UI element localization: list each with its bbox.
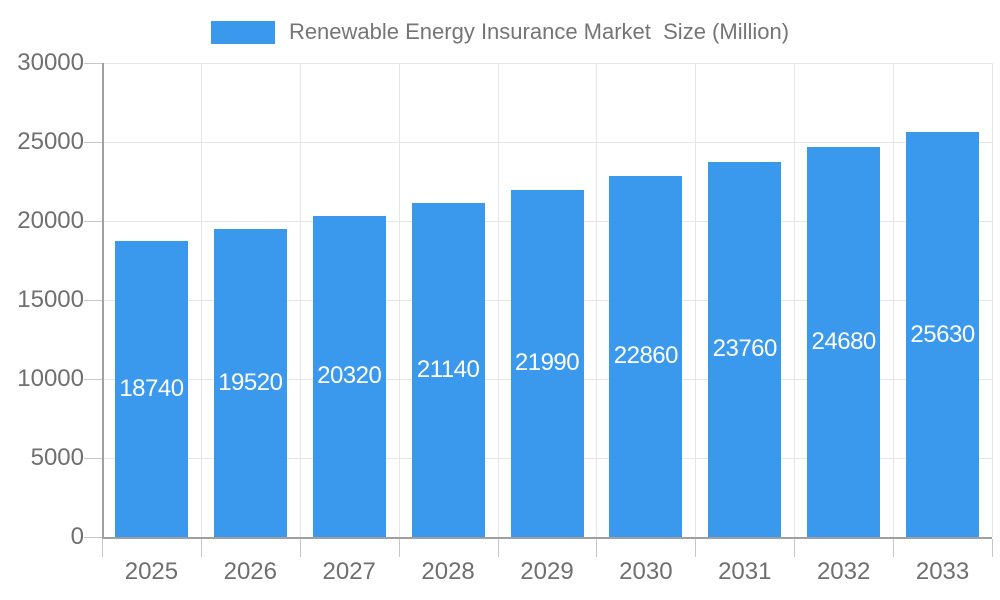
bar-2030[interactable]: 22860 [609,175,683,537]
x-tick-label: 2029 [520,558,574,585]
x-tick-label: 2027 [322,558,376,585]
x-tick-mark [992,539,993,557]
bar-2033[interactable]: 25630 [906,132,980,537]
y-tick-label: 0 [70,523,84,550]
x-tick-mark [102,539,103,557]
x-tick-label: 2028 [421,558,475,585]
bar-value-label: 24680 [811,328,877,356]
legend-label: Renewable Energy Insurance Market Size (… [288,19,790,44]
x-gridline [497,63,499,537]
bar-value-label: 18740 [119,374,184,402]
x-tick-label: 2026 [223,558,277,585]
y-axis-line [102,63,104,538]
chart-legend[interactable]: Renewable Energy Insurance Market Size (… [0,14,1000,50]
x-gridline [200,63,202,537]
y-tick-mark [84,379,102,380]
x-tick-label: 2031 [718,558,772,585]
x-tick-label: 2025 [124,558,179,585]
x-tick-mark [299,539,301,557]
y-tick-mark [84,300,102,301]
x-tick-label: 2033 [915,558,970,585]
y-tick-label: 25000 [17,128,84,155]
bar-2032[interactable]: 24680 [807,147,881,537]
x-tick-label: 2030 [619,558,673,585]
bar-2026[interactable]: 19520 [213,228,287,537]
y-tick-mark [84,458,102,459]
y-gridline [102,142,992,143]
x-gridline [794,63,796,537]
y-gridline [102,63,992,64]
bar-value-label: 25630 [910,320,975,348]
bar-value-label: 20320 [317,362,382,390]
x-tick-mark [497,539,499,557]
bar-2031[interactable]: 23760 [708,161,782,537]
x-axis-line [102,537,992,539]
bar-value-label: 19520 [218,368,283,396]
x-gridline [893,63,895,537]
x-tick-label: 2032 [816,558,871,585]
y-tick-mark [84,142,102,143]
bar-value-label: 22860 [613,342,679,370]
plot-area: 18740 19520 20320 21140 21990 22860 23760 24680… [102,63,993,537]
bar-2025[interactable]: 18740 [114,240,188,537]
x-tick-mark [794,539,796,557]
y-tick-label: 10000 [17,365,84,392]
x-gridline [695,63,697,537]
x-tick-mark [893,539,895,557]
x-tick-mark [596,539,598,557]
bar-value-label: 21990 [514,349,580,377]
bar-2029[interactable]: 21990 [510,189,584,537]
y-tick-label: 5000 [30,444,84,471]
x-tick-mark [398,539,400,557]
bar-value-label: 21140 [416,355,480,383]
y-tick-mark [84,537,102,538]
x-gridline [299,63,301,537]
y-tick-mark [84,63,102,64]
y-tick-label: 30000 [17,49,84,76]
y-tick-mark [84,221,102,222]
y-tick-label: 15000 [17,286,84,313]
x-gridline [398,63,400,537]
x-gridline [992,63,993,537]
x-gridline [596,63,598,537]
legend-swatch-icon [210,20,275,44]
x-tick-mark [200,539,202,557]
bar-2027[interactable]: 20320 [312,215,386,537]
x-tick-mark [695,539,697,557]
bar-value-label: 23760 [712,335,778,363]
bar-2028[interactable]: 21140 [411,202,485,537]
y-tick-label: 20000 [17,207,84,234]
